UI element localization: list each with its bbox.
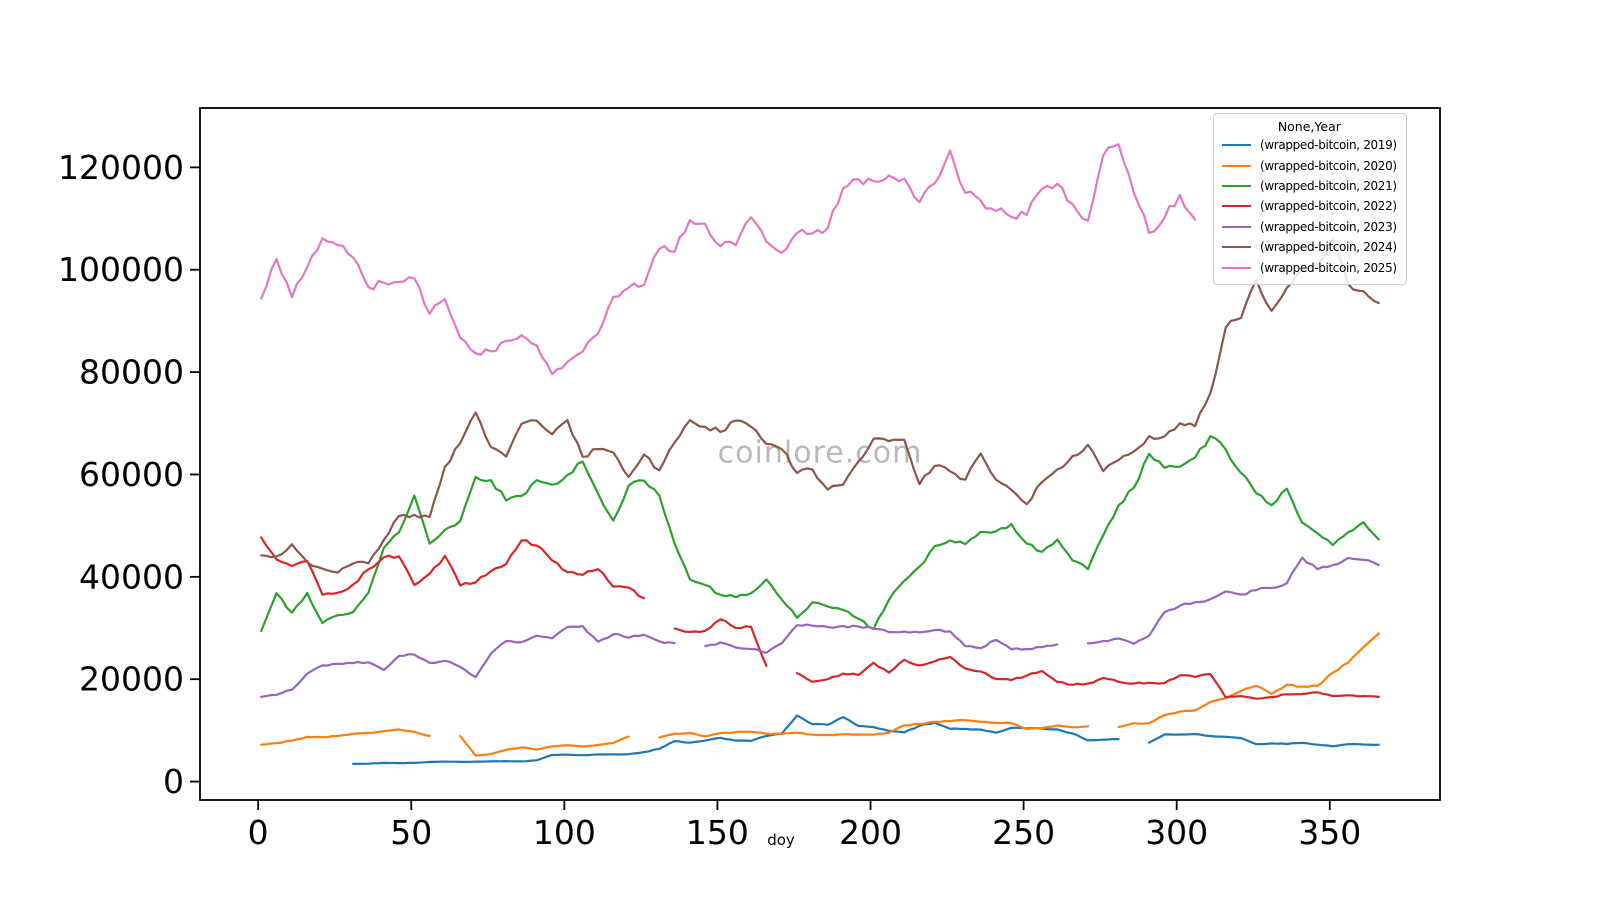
series-line-2023 (1086, 556, 1380, 646)
series-line-2020 (459, 734, 630, 757)
series-line-2023 (260, 625, 676, 699)
legend-line-swatch-2021 (1222, 184, 1251, 187)
y-tick-label: 80000 (79, 353, 184, 392)
series-line-2023 (704, 623, 1059, 654)
x-tick-label: 250 (992, 813, 1055, 852)
legend-line-swatch-2019 (1222, 144, 1251, 147)
legend-title: None,Year (1277, 119, 1341, 134)
legend-item-label: (wrapped-bitcoin, 2020) (1260, 158, 1397, 173)
plot-border (199, 107, 1441, 801)
series-line-2022 (795, 655, 1380, 700)
x-axis-label: doy (767, 831, 795, 849)
x-tick-label: 50 (390, 813, 432, 852)
legend-line-swatch-2022 (1222, 205, 1251, 208)
legend: None,Year (wrapped-bitcoin, 2019) (wrappe… (1213, 113, 1407, 285)
y-tick-label: 20000 (79, 660, 184, 699)
legend-item-2021: (wrapped-bitcoin, 2021) (1222, 176, 1397, 196)
series-line-2021 (260, 435, 1380, 633)
legend-item-label: (wrapped-bitcoin, 2022) (1260, 199, 1397, 214)
legend-item-label: (wrapped-bitcoin, 2021) (1260, 178, 1397, 193)
legend-item-2020: (wrapped-bitcoin, 2020) (1222, 155, 1397, 175)
legend-line-swatch-2020 (1222, 164, 1251, 167)
legend-item-label: (wrapped-bitcoin, 2024) (1260, 240, 1397, 255)
x-tick-label: 100 (533, 813, 596, 852)
y-tick-label: 100000 (58, 250, 184, 289)
series-line-2022 (260, 536, 646, 600)
series-line-2020 (260, 728, 431, 746)
series-line-2024 (260, 237, 1380, 574)
y-tick-label: 120000 (58, 148, 184, 187)
series-line-2020 (658, 718, 1090, 739)
legend-item-2025: (wrapped-bitcoin, 2025) (1222, 257, 1397, 277)
legend-item-label: (wrapped-bitcoin, 2023) (1260, 219, 1397, 234)
legend-item-label: (wrapped-bitcoin, 2025) (1260, 260, 1397, 275)
y-tick-label: 60000 (79, 455, 184, 494)
series-line-2025 (260, 143, 1197, 376)
series-line-2020 (1117, 632, 1380, 729)
legend-line-swatch-2025 (1222, 266, 1251, 269)
x-tick-label: 350 (1298, 813, 1361, 852)
y-tick-label: 40000 (79, 557, 184, 596)
legend-line-swatch-2023 (1222, 225, 1251, 228)
legend-item-2022: (wrapped-bitcoin, 2022) (1222, 196, 1397, 216)
series-line-2022 (673, 618, 768, 668)
series-line-2019 (1147, 732, 1380, 748)
legend-line-swatch-2024 (1222, 246, 1251, 249)
legend-item-label: (wrapped-bitcoin, 2019) (1260, 138, 1397, 153)
y-tick-label: 0 (163, 762, 184, 801)
legend-item-2023: (wrapped-bitcoin, 2023) (1222, 217, 1397, 237)
legend-item-2024: (wrapped-bitcoin, 2024) (1222, 237, 1397, 257)
legend-item-2019: (wrapped-bitcoin, 2019) (1222, 135, 1397, 155)
x-tick-label: 150 (686, 813, 749, 852)
x-tick-label: 300 (1145, 813, 1208, 852)
series-line-2019 (352, 714, 1120, 766)
x-tick-label: 0 (248, 813, 269, 852)
legend-entries: (wrapped-bitcoin, 2019) (wrapped-bitcoin,… (1222, 135, 1397, 278)
x-tick-label: 200 (839, 813, 902, 852)
